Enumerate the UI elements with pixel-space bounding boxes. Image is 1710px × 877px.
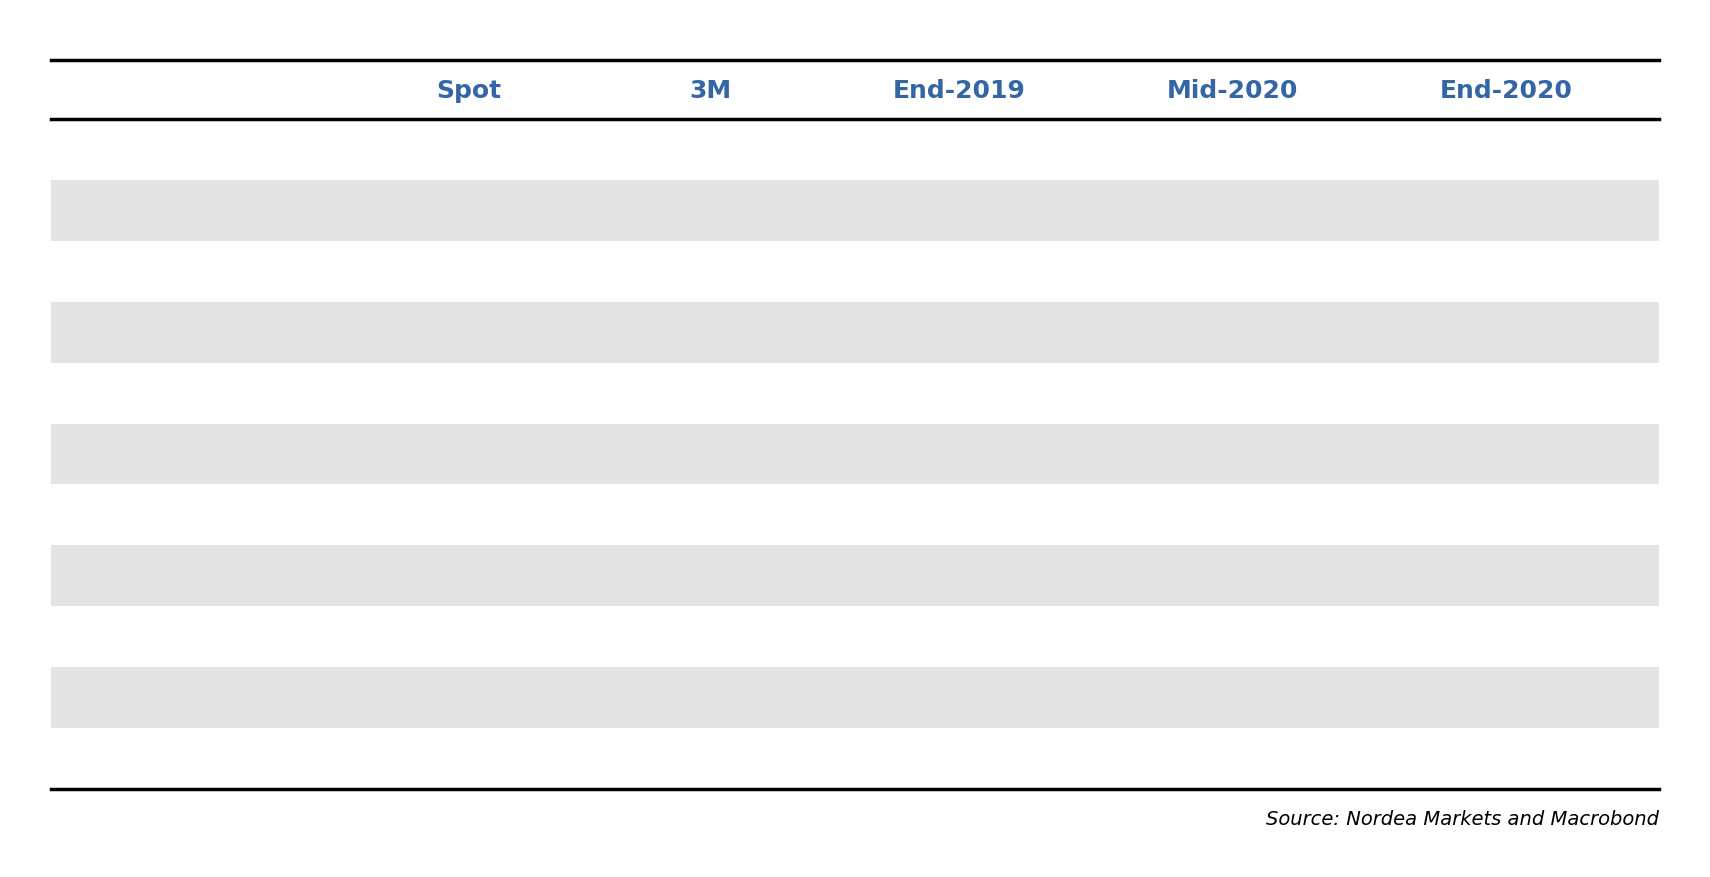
Text: 1.12: 1.12 xyxy=(1206,138,1260,162)
Text: 1.17: 1.17 xyxy=(1477,138,1534,162)
Text: 10.50: 10.50 xyxy=(1471,503,1542,527)
Text: USD/JPY: USD/JPY xyxy=(65,199,178,223)
Text: 104.00: 104.00 xyxy=(917,199,1004,223)
Text: 1.36: 1.36 xyxy=(682,625,739,649)
Text: 9.30: 9.30 xyxy=(1477,443,1534,467)
Text: USD/CAD: USD/CAD xyxy=(65,625,190,649)
Text: 1.35: 1.35 xyxy=(1477,625,1534,649)
Text: 1.13: 1.13 xyxy=(1206,564,1260,588)
Text: 3M: 3M xyxy=(689,79,732,103)
Text: NOK/SEK: NOK/SEK xyxy=(65,564,190,588)
Text: AUD/USD: AUD/USD xyxy=(65,686,192,710)
Text: GBP/USD: GBP/USD xyxy=(65,321,190,345)
Text: Source: Nordea Markets and Macrobond: Source: Nordea Markets and Macrobond xyxy=(1265,809,1659,828)
Text: End-2020: End-2020 xyxy=(1440,79,1573,103)
Text: 0.65: 0.65 xyxy=(932,686,987,710)
Text: 10.80: 10.80 xyxy=(433,503,504,527)
Text: 0.68: 0.68 xyxy=(441,686,498,710)
Text: 0.65: 0.65 xyxy=(441,747,498,771)
Text: 1.08: 1.08 xyxy=(682,381,739,405)
Text: NZD/USD: NZD/USD xyxy=(65,747,192,771)
Text: 9.70: 9.70 xyxy=(682,443,739,467)
Text: 1.08: 1.08 xyxy=(932,381,987,405)
Text: Spot: Spot xyxy=(436,79,501,103)
Text: EUR/SEK: EUR/SEK xyxy=(65,503,185,527)
Text: 1.09: 1.09 xyxy=(441,381,498,405)
Text: 9.60: 9.60 xyxy=(932,443,987,467)
Text: 1.23: 1.23 xyxy=(1206,321,1260,345)
Text: 0.67: 0.67 xyxy=(1206,686,1260,710)
Text: 0.93: 0.93 xyxy=(682,260,739,284)
Text: 0.65: 0.65 xyxy=(682,686,739,710)
Text: 1.10: 1.10 xyxy=(1477,381,1534,405)
Text: 1.17: 1.17 xyxy=(682,321,739,345)
Text: 0.62: 0.62 xyxy=(682,747,739,771)
Text: 0.94: 0.94 xyxy=(932,260,987,284)
Text: 1.10: 1.10 xyxy=(682,564,739,588)
Text: 1.33: 1.33 xyxy=(441,625,498,649)
Text: 1.38: 1.38 xyxy=(1206,625,1260,649)
Text: 1.38: 1.38 xyxy=(932,625,987,649)
Text: 1.13: 1.13 xyxy=(932,564,987,588)
Text: 0.91: 0.91 xyxy=(1206,260,1260,284)
Text: 1.08: 1.08 xyxy=(932,138,987,162)
Text: 1.09: 1.09 xyxy=(682,138,739,162)
Text: 1.12: 1.12 xyxy=(441,138,498,162)
Text: EUR/GBP: EUR/GBP xyxy=(65,260,188,284)
Text: 0.92: 0.92 xyxy=(441,260,498,284)
Text: 0.70: 0.70 xyxy=(1477,686,1534,710)
Text: 10.70: 10.70 xyxy=(674,503,746,527)
Text: 0.67: 0.67 xyxy=(1477,747,1534,771)
Text: EUR/USD: EUR/USD xyxy=(65,138,188,162)
Text: 107.00: 107.00 xyxy=(1188,199,1276,223)
Text: 0.63: 0.63 xyxy=(1206,747,1260,771)
Text: 0.62: 0.62 xyxy=(932,747,987,771)
Text: End-2019: End-2019 xyxy=(893,79,1026,103)
Text: 0.88: 0.88 xyxy=(1477,260,1534,284)
Text: 105.00: 105.00 xyxy=(667,199,754,223)
Text: 1.07: 1.07 xyxy=(441,564,498,588)
Text: 10.06: 10.06 xyxy=(433,443,504,467)
Text: Mid-2020: Mid-2020 xyxy=(1166,79,1298,103)
Text: EUR/NOK: EUR/NOK xyxy=(65,443,192,467)
Text: 10.80: 10.80 xyxy=(923,503,995,527)
Text: 1.22: 1.22 xyxy=(441,321,498,345)
Text: 112.00: 112.00 xyxy=(1462,199,1549,223)
Text: 1.33: 1.33 xyxy=(1477,321,1534,345)
Text: EUR/CHF: EUR/CHF xyxy=(65,381,186,405)
Text: 9.40: 9.40 xyxy=(1206,443,1260,467)
Text: 10.60: 10.60 xyxy=(1197,503,1269,527)
Text: 1.13: 1.13 xyxy=(1477,564,1534,588)
Text: 1.15: 1.15 xyxy=(932,321,987,345)
Text: 105.77: 105.77 xyxy=(426,199,513,223)
Text: 1.10: 1.10 xyxy=(1206,381,1260,405)
